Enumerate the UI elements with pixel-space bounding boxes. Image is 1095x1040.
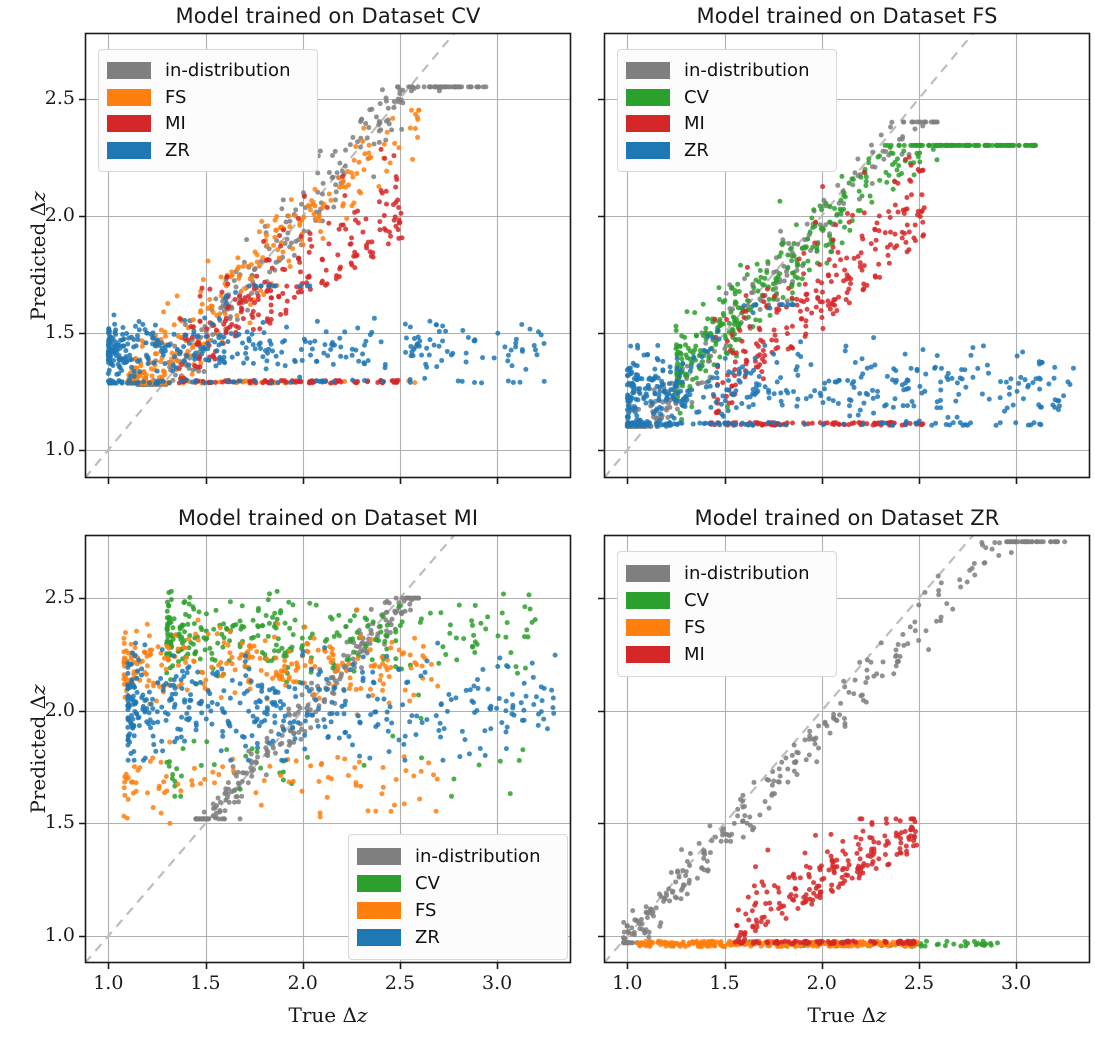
legend-item-fs-in-distribution: in-distribution — [626, 57, 827, 84]
legend-label: ZR — [415, 927, 440, 948]
legend-item-cv-fs: FS — [107, 84, 308, 111]
legend-item-zr-fs: FS — [626, 614, 827, 641]
legend-label: ZR — [684, 140, 709, 162]
legend-swatch-ZR — [626, 142, 670, 160]
legend-label: in-distribution — [684, 59, 810, 81]
legend-swatch-MI — [107, 115, 151, 133]
legend-item-mi-fs: FS — [357, 897, 558, 924]
legend-fs: in-distribution CV MI ZR — [617, 49, 837, 172]
y-tick-label-cv-0: 1.0 — [44, 437, 75, 460]
legend-item-mi-zr: ZR — [357, 924, 558, 951]
legend-item-cv-zr: ZR — [107, 137, 308, 164]
legend-label: FS — [165, 86, 187, 108]
y-tick-label-mi-2: 2.0 — [44, 698, 75, 721]
legend-item-cv-in-distribution: in-distribution — [107, 57, 308, 84]
legend-item-cv-mi: MI — [107, 111, 308, 138]
legend-mi: in-distribution CV FS ZR — [348, 834, 568, 960]
legend-label: MI — [684, 113, 705, 135]
legend-label: MI — [684, 644, 705, 665]
x-tick-label-mi-3: 2.5 — [384, 972, 416, 994]
legend-swatch-MI — [626, 115, 670, 133]
legend-swatch-FS — [626, 619, 670, 636]
legend-swatch-in-distribution — [626, 61, 670, 79]
legend-label: in-distribution — [165, 59, 291, 81]
legend-item-fs-cv: CV — [626, 84, 827, 111]
y-tick-label-mi-0: 1.0 — [44, 923, 75, 946]
legend-item-zr-in-distribution: in-distribution — [626, 560, 827, 587]
x-tick-label-zr-2: 2.0 — [806, 972, 837, 994]
x-tick-label-zr-1: 1.5 — [709, 972, 740, 994]
legend-item-mi-in-distribution: in-distribution — [357, 843, 558, 870]
x-axis-title-zr: True Δz — [807, 1003, 887, 1027]
legend-zr: in-distribution CV FS MI — [617, 551, 837, 677]
legend-label: CV — [684, 590, 709, 611]
y-axis-title-mi: Predicted Δz — [26, 684, 50, 814]
y-tick-label-cv-3: 2.5 — [44, 86, 75, 109]
panel-title-fs: Model trained on Dataset FS — [696, 4, 998, 28]
legend-label: in-distribution — [684, 563, 810, 584]
legend-swatch-CV — [626, 592, 670, 609]
legend-swatch-in-distribution — [626, 565, 670, 582]
legend-item-fs-zr: ZR — [626, 137, 827, 164]
legend-label: MI — [165, 113, 186, 135]
legend-label: CV — [415, 873, 440, 894]
legend-item-mi-cv: CV — [357, 870, 558, 897]
x-tick-label-mi-4: 3.0 — [482, 972, 513, 994]
legend-label: FS — [684, 617, 706, 638]
legend-swatch-ZR — [357, 929, 401, 946]
y-tick-label-mi-3: 2.5 — [44, 586, 75, 609]
legend-swatch-FS — [357, 902, 401, 919]
y-tick-label-mi-1: 1.5 — [44, 811, 75, 834]
y-tick-label-cv-1: 1.5 — [44, 320, 75, 343]
legend-item-zr-mi: MI — [626, 641, 827, 668]
legend-swatch-MI — [626, 646, 670, 663]
legend-cv: in-distribution FS MI ZR — [98, 49, 318, 172]
panel-title-zr: Model trained on Dataset ZR — [694, 506, 1000, 530]
x-tick-label-mi-0: 1.0 — [93, 972, 124, 994]
y-axis-title-cv: Predicted Δz — [26, 190, 50, 321]
legend-swatch-in-distribution — [107, 61, 151, 79]
legend-label: in-distribution — [415, 846, 541, 867]
legend-label: CV — [684, 86, 709, 108]
legend-label: FS — [415, 900, 437, 921]
legend-swatch-CV — [626, 88, 670, 106]
panel-title-mi: Model trained on Dataset MI — [177, 506, 479, 530]
x-axis-title-mi: True Δz — [288, 1003, 368, 1027]
legend-swatch-in-distribution — [357, 848, 401, 865]
y-tick-label-cv-2: 2.0 — [44, 203, 75, 226]
x-tick-label-mi-1: 1.5 — [190, 972, 221, 994]
x-tick-label-mi-2: 2.0 — [287, 972, 318, 994]
panel-title-cv: Model trained on Dataset CV — [175, 4, 481, 28]
x-tick-label-zr-3: 2.5 — [903, 972, 935, 994]
legend-swatch-ZR — [107, 142, 151, 160]
legend-swatch-CV — [357, 875, 401, 892]
legend-item-zr-cv: CV — [626, 587, 827, 614]
legend-label: ZR — [165, 140, 190, 162]
x-tick-label-zr-0: 1.0 — [612, 972, 643, 994]
legend-swatch-FS — [107, 88, 151, 106]
legend-item-fs-mi: MI — [626, 111, 827, 138]
x-tick-label-zr-4: 3.0 — [1001, 972, 1032, 994]
